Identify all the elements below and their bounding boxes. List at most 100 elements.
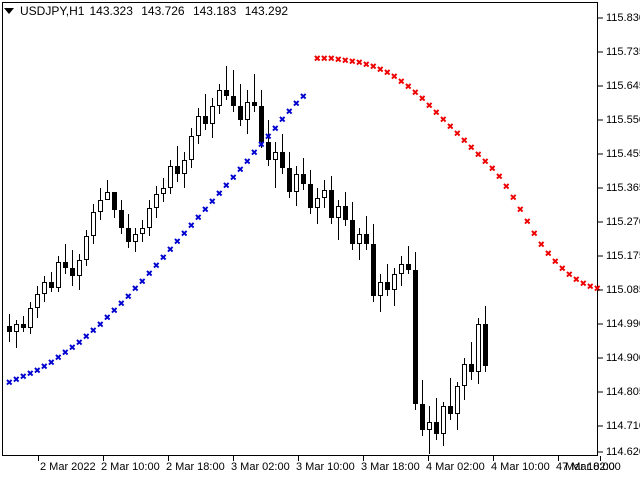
price-label: 114.710 [606,420,640,432]
candle-body [203,116,208,124]
quote-low: 143.183 [192,3,237,18]
sar-marker-up: ✖ [215,189,224,200]
triangle-down-icon[interactable] [4,7,14,14]
sar-marker-down: ✖ [411,88,420,99]
sar-marker-up: ✖ [138,277,147,288]
sar-marker-up: ✖ [201,205,210,216]
ohlc-quote-values: 143.323 143.726 143.183 143.292 [89,4,293,18]
sar-marker-up: ✖ [89,326,98,337]
price-tick [598,391,603,393]
quote-close: 143.292 [244,3,289,18]
candle-body [210,106,215,124]
sar-marker-up: ✖ [278,115,287,126]
candle-body [322,190,327,198]
sar-marker-down: ✖ [348,57,357,68]
sar-marker-down: ✖ [537,240,546,251]
sar-marker-down: ✖ [565,270,574,281]
price-axis-line[interactable] [597,2,598,456]
sar-marker-down: ✖ [327,54,336,65]
sar-marker-up: ✖ [5,378,14,389]
candle-body [105,192,110,200]
sar-marker-down: ✖ [460,136,469,147]
candle-body [126,228,131,242]
sar-marker-up: ✖ [82,332,91,343]
sar-marker-up: ✖ [285,107,294,118]
candle-body [28,308,33,328]
sar-marker-down: ✖ [425,101,434,112]
candle-body [133,234,138,242]
sar-marker-down: ✖ [320,54,329,65]
price-label: 115.645 [606,80,640,92]
candle-body [77,260,82,276]
candle-body [98,200,103,212]
sar-marker-up: ✖ [292,99,301,110]
candle-wick [275,142,276,188]
candle-wick [107,180,108,198]
candle-body [112,192,117,210]
time-label: 2 Mar 10:00 [101,461,160,473]
time-axis-line[interactable] [2,455,598,456]
price-tick [598,187,603,189]
candle-body [280,152,285,168]
price-label: 115.550 [606,114,640,126]
candle-body [399,264,404,274]
sar-marker-down: ✖ [313,54,322,65]
candle-body [476,324,481,372]
symbol-period-label: USDJPY,H1 [20,3,85,18]
time-tick [558,456,559,461]
candle-body [189,136,194,160]
time-label: 3 Mar 02:00 [231,461,290,473]
candle-body [259,106,264,142]
candle-wick [387,264,388,296]
candle-body [273,152,278,160]
candle-body [427,422,432,430]
sar-marker-down: ✖ [341,56,350,67]
price-plot-area[interactable]: ✖ ✖ ✖ ✖ ✖ ✖ ✖ ✖ ✖ ✖ ✖ ✖ ✖ ✖ ✖ ✖ ✖ ✖ ✖ ✖ ✖ ✖ ✖ ✖ ✖ ✖ ✖ ✖ ✖ ✖ ✖ ✖ ✖ ✖ ✖ ✖ ✖ ✖ ✖ ✖… [2,2,601,455]
sar-marker-up: ✖ [222,181,231,192]
price-label: 114.805 [606,386,640,398]
price-tick [598,85,603,87]
candle-body [434,422,439,434]
candle-body [14,324,19,332]
candle-body [35,294,40,308]
candle-body [441,406,446,434]
price-tick [598,221,603,223]
sar-marker-down: ✖ [523,217,532,228]
sar-marker-up: ✖ [75,338,84,349]
candle-wick [450,378,451,420]
candle-body [413,270,418,404]
sar-marker-up: ✖ [103,313,112,324]
candle-body [287,168,292,192]
candle-body [91,212,96,236]
candle-wick [366,216,367,250]
candle-body [483,324,488,366]
sar-marker-up: ✖ [40,362,49,373]
sar-marker-up: ✖ [61,348,70,359]
sar-marker-down: ✖ [502,182,511,193]
candle-wick [205,94,206,130]
time-tick [428,456,429,461]
sar-marker-down: ✖ [551,257,560,268]
quote-high: 143.726 [141,3,185,18]
quote-open: 143.323 [89,3,133,18]
candle-body [455,386,460,414]
candle-body [175,166,180,174]
candle-body [448,406,453,414]
candle-body [161,188,166,194]
candle-body [49,282,54,288]
price-label: 114.900 [606,352,640,364]
candle-body [385,282,390,290]
sar-marker-up: ✖ [68,343,77,354]
candle-body [140,228,145,234]
time-tick [600,456,601,461]
sar-marker-down: ✖ [572,275,581,286]
candle-body [420,404,425,430]
price-label: 115.085 [606,284,640,296]
sar-marker-down: ✖ [453,129,462,140]
sar-marker-down: ✖ [362,60,371,71]
sar-marker-down: ✖ [439,115,448,126]
price-label: 115.455 [606,148,640,160]
time-tick [168,456,169,461]
candle-body [329,190,334,218]
price-tick [598,289,603,291]
